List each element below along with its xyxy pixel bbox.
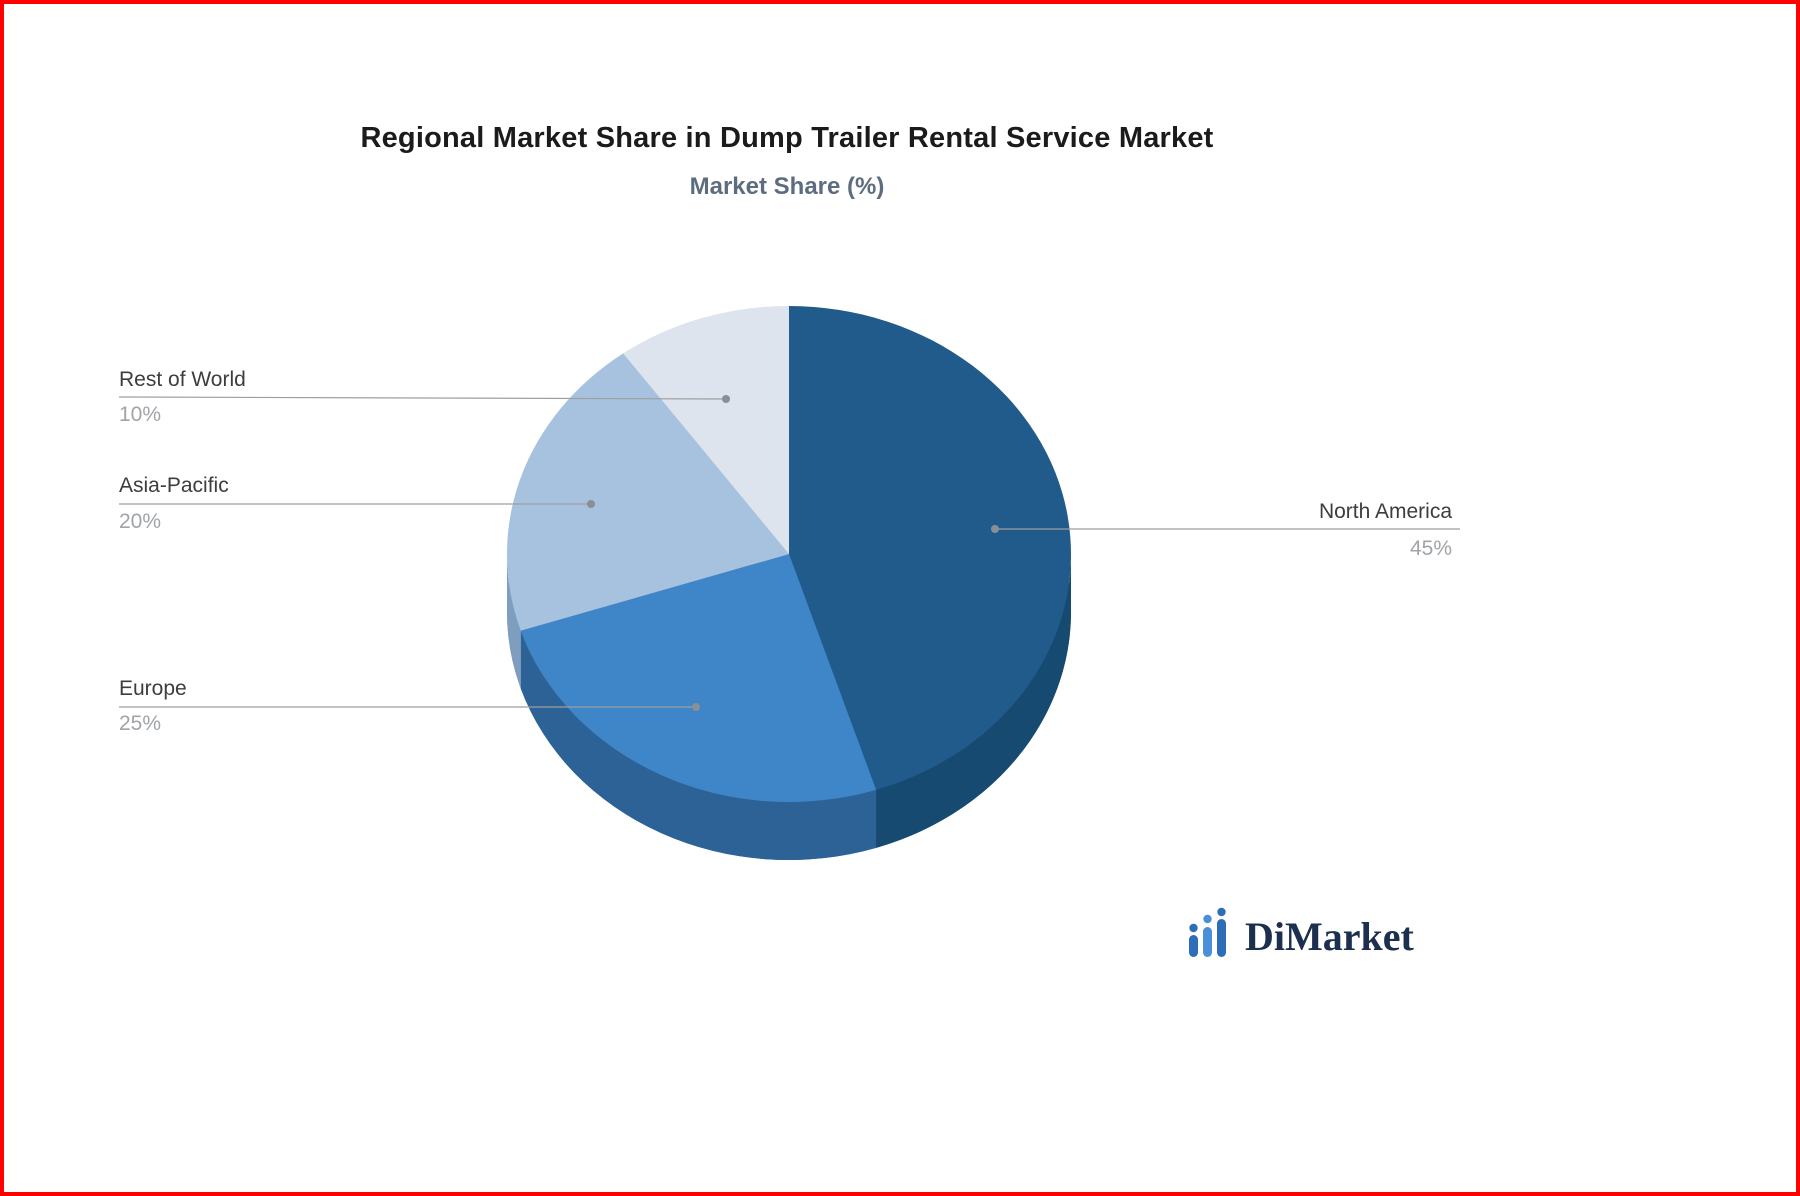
leader-dot xyxy=(587,500,595,508)
pie-rim xyxy=(876,554,1071,848)
chart-header: Regional Market Share in Dump Trailer Re… xyxy=(4,122,1570,201)
leader-dot xyxy=(722,395,730,403)
pie-slice-rest-of-world[interactable] xyxy=(623,306,789,554)
slice-label-north-america: North America xyxy=(1318,500,1452,523)
pie-slice-europe[interactable] xyxy=(520,554,877,802)
dimarket-logo: DiMarket xyxy=(1187,907,1414,959)
slice-value-asia-pacific: 20% xyxy=(119,510,162,533)
logo-dot xyxy=(1189,923,1198,933)
pie-chart xyxy=(118,306,1460,860)
slice-value-rest-of-world: 10% xyxy=(119,403,162,426)
slice-label-rest-of-world: Rest of World xyxy=(119,368,246,391)
logo-text: DiMarket xyxy=(1245,914,1414,959)
slice-label-asia-pacific: Asia-Pacific xyxy=(119,474,229,497)
pie-slice-north-america[interactable] xyxy=(789,306,1071,790)
logo-dot xyxy=(1217,907,1226,917)
slice-value-north-america: 45% xyxy=(1409,537,1452,560)
pie-rim xyxy=(506,554,521,689)
pie-slice-asia-pacific[interactable] xyxy=(506,353,789,631)
logo-bar xyxy=(1203,927,1212,957)
slice-label-europe: Europe xyxy=(119,677,187,700)
bar-chart-icon xyxy=(1189,907,1226,957)
logo-bar xyxy=(1217,919,1226,957)
leader-dot xyxy=(991,525,999,533)
chart-title: Regional Market Share in Dump Trailer Re… xyxy=(360,122,1214,154)
leader-line xyxy=(118,396,727,400)
pie-rim xyxy=(520,630,877,860)
slice-value-europe: 25% xyxy=(119,712,162,735)
logo-dot xyxy=(1203,914,1212,924)
chart-subtitle: Market Share (%) xyxy=(689,173,885,200)
leader-dot xyxy=(692,703,700,711)
logo-bar xyxy=(1189,935,1198,957)
